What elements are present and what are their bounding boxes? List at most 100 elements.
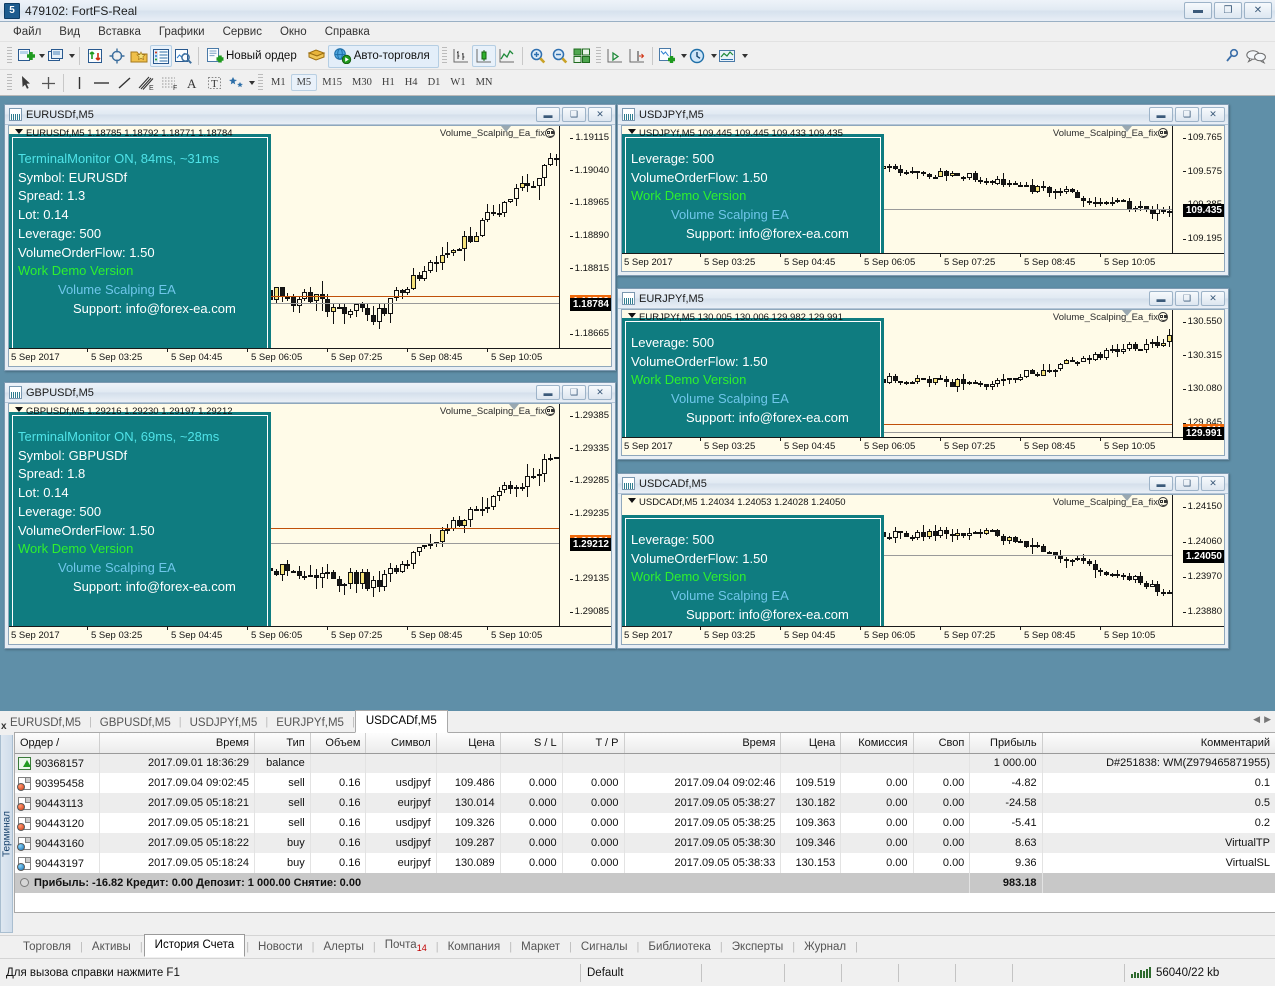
chart-close-button[interactable]: ✕ <box>1201 476 1225 491</box>
new-chart-dropdown-icon[interactable] <box>39 54 45 58</box>
shapes-icon[interactable] <box>225 72 247 94</box>
navigator-icon[interactable] <box>128 45 150 67</box>
chart-maximize-button[interactable]: ❑ <box>562 385 586 400</box>
column-header-11[interactable]: Своп <box>913 733 971 754</box>
terminal-tab-8[interactable]: Сигналы <box>580 941 628 953</box>
menu-tools[interactable]: Сервис <box>222 25 262 38</box>
terminal-tab-11[interactable]: Журнал <box>804 941 847 953</box>
terminal-tab-0[interactable]: Торговля <box>23 941 72 953</box>
column-header-4[interactable]: Символ <box>365 733 437 754</box>
chart-minimize-button[interactable]: ▬ <box>1149 107 1173 122</box>
minimize-button[interactable]: ▬ <box>1184 2 1212 19</box>
column-header-7[interactable]: T / P <box>562 733 625 754</box>
bar-chart-icon[interactable] <box>450 45 472 67</box>
column-header-6[interactable]: S / L <box>500 733 563 754</box>
indicators-icon[interactable] <box>657 45 679 67</box>
period-h4[interactable]: H4 <box>404 77 418 88</box>
terminal-icon[interactable] <box>150 45 172 67</box>
chart-tab-usdjpyf[interactable]: USDJPYf,M5 <box>189 717 258 729</box>
chart-minimize-button[interactable]: ▬ <box>536 385 560 400</box>
chart-plot-area[interactable]: EURJPYf,M5 130.005 130.006 129.982 129.9… <box>622 310 1172 437</box>
metaeditor-icon[interactable] <box>305 45 328 67</box>
equidistant-channel-icon[interactable]: E <box>135 72 158 94</box>
chart-shift-icon[interactable] <box>626 45 648 67</box>
menu-help[interactable]: Справка <box>324 25 370 38</box>
chart-canvas[interactable]: USDCADf,M5 1.24034 1.24053 1.24028 1.240… <box>621 494 1225 645</box>
table-row[interactable]: 90443120 2017.09.05 05:18:21 sell 0.16 usdjp… <box>15 813 1275 833</box>
chart-profiles-icon[interactable] <box>45 45 67 67</box>
zoom-out-icon[interactable] <box>549 45 571 67</box>
column-header-10[interactable]: Комиссия <box>840 733 914 754</box>
period-h1[interactable]: H1 <box>381 77 395 88</box>
chart-canvas[interactable]: GBPUSDf,M5 1.29216 1.29230 1.29197 1.292… <box>8 403 612 645</box>
chart-close-button[interactable]: ✕ <box>1201 107 1225 122</box>
table-row[interactable]: 90395458 2017.09.04 09:02:45 sell 0.16 usdjp… <box>15 773 1275 793</box>
period-m30[interactable]: M30 <box>352 77 372 88</box>
chart-window-usdcad[interactable]: USDCADf,M5 ▬ ❑ ✕ USDCADf,M5 1.24034 1.24… <box>617 473 1229 649</box>
new-order-button[interactable]: Новый ордер <box>203 45 305 68</box>
market-watch-icon[interactable] <box>84 45 106 67</box>
text-box-icon[interactable]: T <box>203 72 225 94</box>
terminal-tab-9[interactable]: Библиотека <box>648 941 711 953</box>
chart-close-button[interactable]: ✕ <box>588 385 612 400</box>
data-window-icon[interactable] <box>106 45 128 67</box>
column-header-0[interactable]: Ордер / <box>15 733 101 754</box>
zoom-in-icon[interactable] <box>527 45 549 67</box>
restore-button[interactable]: ❐ <box>1214 2 1242 19</box>
toolbar-grip[interactable] <box>258 73 263 92</box>
table-row[interactable]: 90368157 2017.09.01 18:36:29 balance 1 000.… <box>15 753 1275 773</box>
toolbar-grip[interactable] <box>7 47 12 65</box>
chart-tab-gbpusdf[interactable]: GBPUSDf,M5 <box>99 717 171 729</box>
chart-maximize-button[interactable]: ❑ <box>1175 291 1199 306</box>
toolbar-grip[interactable] <box>7 73 12 92</box>
column-header-3[interactable]: Объем <box>310 733 367 754</box>
menu-insert[interactable]: Вставка <box>98 25 141 38</box>
price-scale[interactable]: 130.550130.315130.080129.845130.011129.9… <box>1172 310 1224 440</box>
column-header-8[interactable]: Время <box>624 733 782 754</box>
chart-plot-area[interactable]: GBPUSDf,M5 1.29216 1.29230 1.29197 1.292… <box>9 404 559 626</box>
toolbar-grip[interactable] <box>595 47 601 65</box>
period-m15[interactable]: M15 <box>322 77 343 88</box>
chart-plot-area[interactable]: EURUSDf,M5 1.18785 1.18792 1.18771 1.187… <box>9 126 559 348</box>
tile-windows-icon[interactable] <box>571 45 593 67</box>
terminal-tab-3[interactable]: Новости <box>258 941 303 953</box>
menu-file[interactable]: Файл <box>13 25 42 38</box>
chart-window-eurjpy[interactable]: EURJPYf,M5 ▬ ❑ ✕ EURJPYf,M5 130.005 130.… <box>617 288 1229 460</box>
indicators-dropdown-icon[interactable] <box>680 54 687 58</box>
column-header-5[interactable]: Цена <box>436 733 501 754</box>
terminal-close-icon[interactable]: x <box>1 721 7 732</box>
price-scale[interactable]: 1.24150 1.24060 1.23970 1.23880 1.24050 <box>1172 495 1224 626</box>
statusbar-traffic[interactable]: 56040/22 kb <box>1125 964 1275 982</box>
menu-charts[interactable]: Графики <box>158 25 205 38</box>
chart-tab-eurusdf[interactable]: EURUSDf,M5 <box>10 717 81 729</box>
menu-view[interactable]: Вид <box>59 25 81 38</box>
chart-canvas[interactable]: EURUSDf,M5 1.18785 1.18792 1.18771 1.187… <box>8 125 612 367</box>
chart-window-gbpusd[interactable]: GBPUSDf,M5 ▬ ❑ ✕ GBPUSDf,M5 1.29216 1.29… <box>4 382 616 649</box>
period-m1[interactable]: M1 <box>271 77 286 88</box>
trendline-icon[interactable] <box>113 72 135 94</box>
table-row[interactable]: 90443113 2017.09.05 05:18:21 sell 0.16 eurjp… <box>15 793 1275 813</box>
toolbar-grip[interactable] <box>441 47 447 65</box>
chart-maximize-button[interactable]: ❑ <box>562 107 586 122</box>
chart-maximize-button[interactable]: ❑ <box>1175 476 1199 491</box>
period-mn[interactable]: MN <box>475 77 493 88</box>
horizontal-line-icon[interactable] <box>90 72 113 94</box>
column-header-1[interactable]: Время <box>99 733 255 754</box>
column-header-13[interactable]: Комментарий <box>1042 733 1275 754</box>
terminal-tab-1[interactable]: Активы <box>91 941 131 953</box>
chart-minimize-button[interactable]: ▬ <box>1149 476 1173 491</box>
chart-canvas[interactable]: EURJPYf,M5 130.005 130.006 129.982 129.9… <box>621 309 1225 456</box>
statusbar-profile[interactable]: Default <box>587 966 624 979</box>
periods-dropdown-icon[interactable] <box>710 54 717 58</box>
chart-canvas[interactable]: USDJPYf,M5 109.445 109.445 109.433 109.4… <box>621 125 1225 272</box>
terminal-tab-4[interactable]: Алерты <box>323 941 364 953</box>
templates-icon[interactable] <box>717 45 740 67</box>
candlestick-chart-icon[interactable] <box>471 45 496 67</box>
column-header-2[interactable]: Тип <box>254 733 311 754</box>
period-d1[interactable]: D1 <box>427 77 441 88</box>
terminal-tab-7[interactable]: Маркет <box>521 941 561 953</box>
price-scale[interactable]: 1.293851.293351.292851.292351.291851.291… <box>559 404 611 626</box>
chart-window-usdjpy[interactable]: USDJPYf,M5 ▬ ❑ ✕ USDJPYf,M5 109.445 109.… <box>617 104 1229 276</box>
chart-maximize-button[interactable]: ❑ <box>1175 107 1199 122</box>
